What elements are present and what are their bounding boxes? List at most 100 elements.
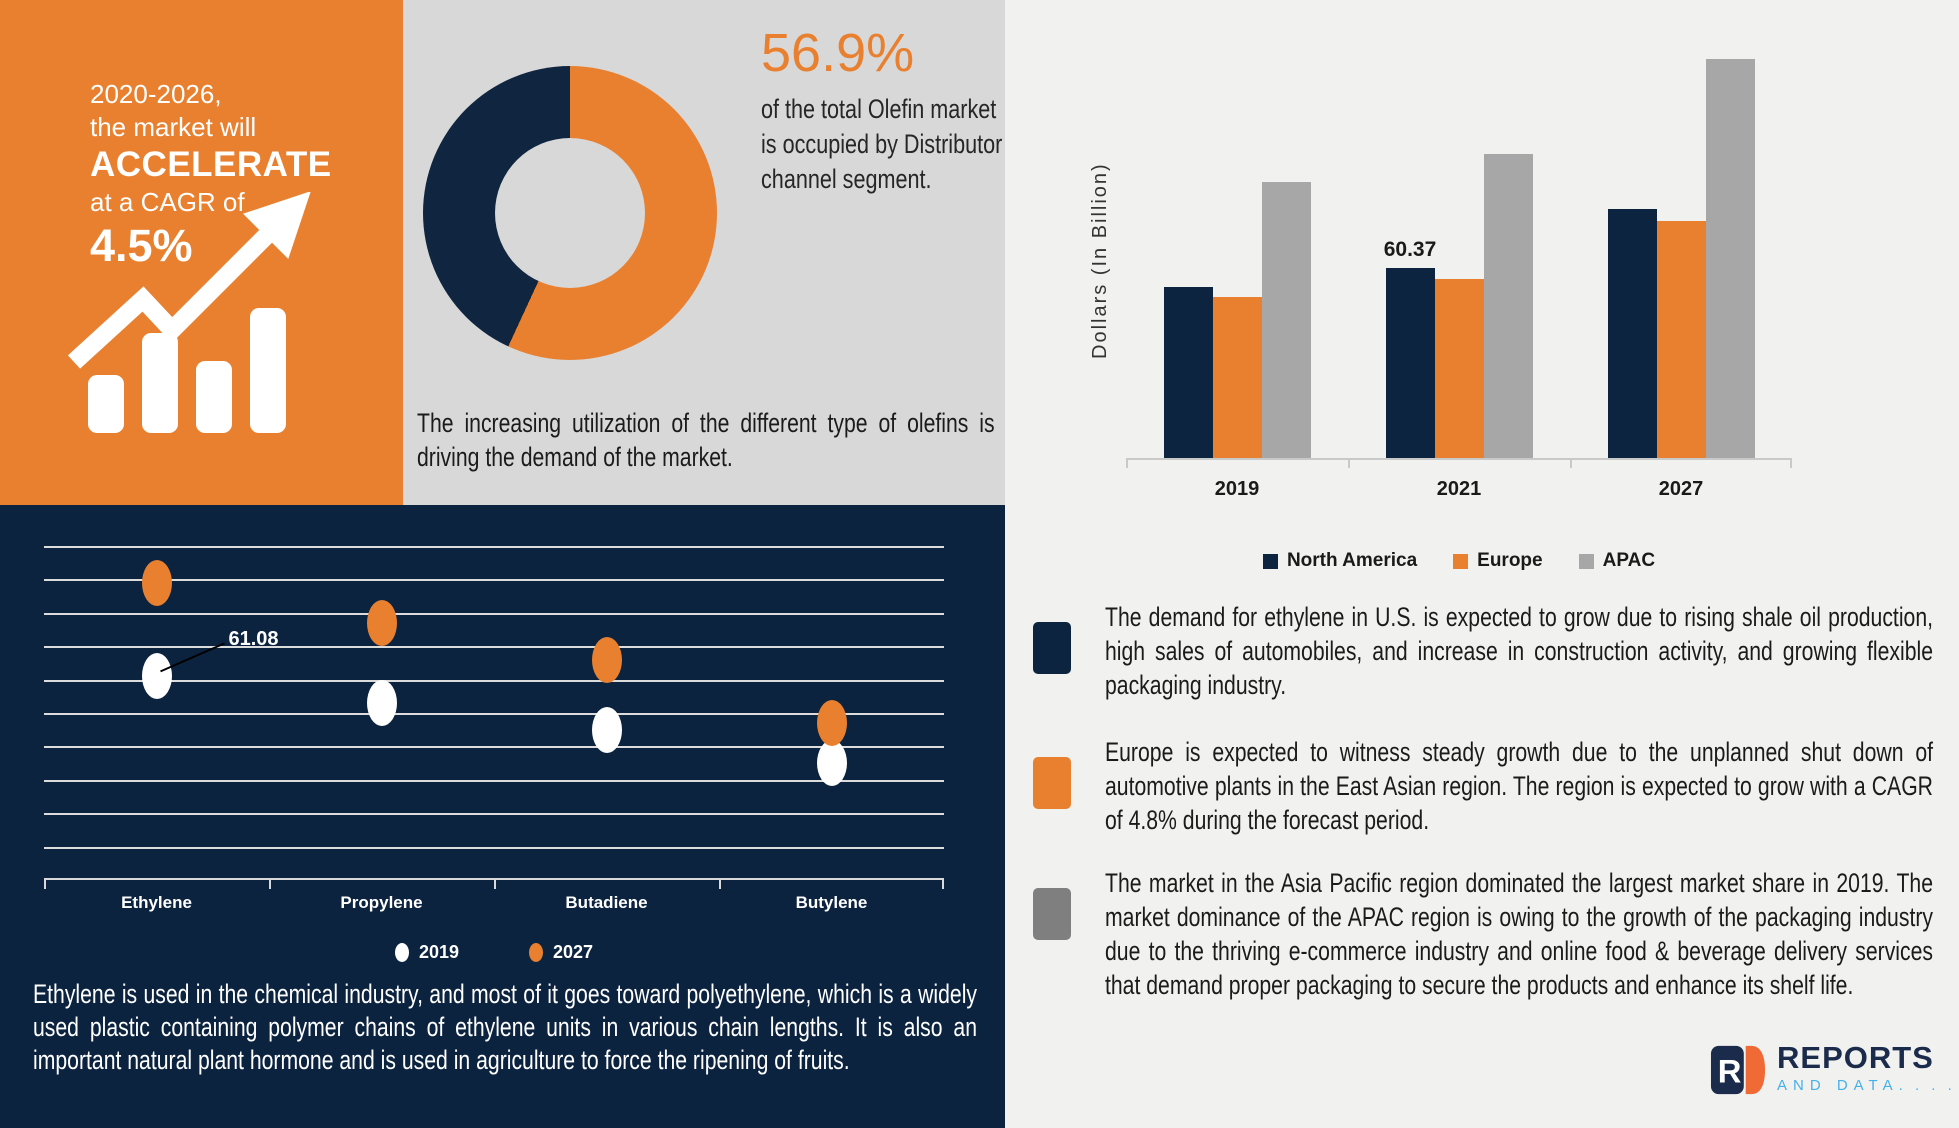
bar-axis-tick-1 [1348, 460, 1350, 468]
dot-2027-butadiene [591, 636, 622, 683]
stat-value: 56.9% [761, 23, 915, 83]
dot-2019-ethylene [141, 653, 172, 700]
cagr-value: 4.5% [90, 220, 193, 271]
cagr-line4: at a CAGR of [90, 187, 245, 217]
dot-plot-x-labels: Ethylene Propylene Butadiene Butylene [44, 893, 944, 913]
reports-and-data-logo: R REPORTS AND DATA. . . . [1709, 1042, 1956, 1098]
bar-apac-2021 [1483, 153, 1533, 458]
dotplot-axis-tick-1 [269, 880, 271, 889]
dot-legend-item-2027: 2027 [529, 942, 593, 963]
dot-legend-mark-2019 [394, 943, 409, 962]
dotplot-gridline-6 [44, 746, 944, 749]
dot-legend-label-2027: 2027 [553, 942, 594, 962]
dotplot-gridline-4 [44, 679, 944, 682]
growth-chart-icon [67, 192, 311, 433]
bar-chart-y-axis-label: Dollars (In Billion) [1089, 162, 1111, 360]
donut-caption: The increasing utilization of the differ… [417, 408, 995, 472]
bar-x-label-2021: 2021 [1436, 478, 1482, 500]
dot-2027-propylene [366, 599, 397, 646]
bar-north-america-2027 [1607, 209, 1657, 458]
dotplot-gridline-9 [44, 846, 944, 849]
logo-dots: . . . . [1898, 1077, 1956, 1094]
bar-europe-2021 [1434, 278, 1484, 458]
bar-north-america-2021 [1385, 267, 1435, 458]
insight-marker-north-america [1033, 622, 1071, 674]
insight-apac: The market in the Asia Pacific region do… [1033, 866, 1959, 1002]
dot-2027-ethylene [141, 559, 172, 606]
stat-text: of the total Olefin market is occupied b… [761, 94, 1003, 194]
legend-label-apac: APAC [1602, 550, 1656, 571]
insight-europe: Europe is expected to witness steady gro… [1033, 735, 1959, 837]
insight-marker-apac [1033, 888, 1071, 940]
legend-item-north-america: North America [1262, 550, 1418, 572]
legend-label-europe: Europe [1477, 550, 1543, 571]
dotplot-data-label: 61.08 [228, 628, 279, 651]
dot-x-label-butadiene: Butadiene [565, 893, 648, 912]
bar-axis-tick-2 [1570, 460, 1572, 468]
donut-panel: 56.9% of the total Olefin market is occu… [403, 0, 1005, 505]
dot-legend-mark-2027 [529, 943, 543, 962]
bar-europe-2027 [1656, 221, 1706, 458]
dotplot-axis-tick-2 [494, 880, 496, 889]
bar-apac-2027 [1705, 59, 1755, 458]
legend-mark-europe [1453, 553, 1469, 569]
dot-x-label-ethylene: Ethylene [121, 893, 192, 912]
logo-title: REPORTS [1777, 1040, 1934, 1075]
logo-text: REPORTS AND DATA. . . . [1777, 1040, 1956, 1095]
cagr-panel: 2020-2026, the market will ACCELERATE at… [0, 0, 403, 505]
legend-mark-north-america [1262, 553, 1278, 569]
insight-text-north-america: The demand for ethylene in U.S. is expec… [1105, 602, 1933, 700]
dotplot-gridline-0 [44, 546, 944, 548]
dot-2019-butylene [816, 740, 847, 787]
bar-x-label-2019: 2019 [1214, 478, 1260, 500]
logo-subtitle: AND DATA. . . . [1777, 1077, 1956, 1094]
bar-data-label: 60.37 [1383, 237, 1437, 261]
legend-item-apac: APAC [1578, 550, 1656, 572]
insight-marker-europe [1033, 757, 1071, 809]
dotplot-axis-tick-3 [719, 880, 721, 889]
bar-chart-x-labels: 2019 2021 2027 [1126, 478, 1792, 501]
dotplot-gridline-3 [44, 646, 944, 649]
regional-analysis-panel: Dollars (In Billion) 60.37 2019 2021 2027 … [1005, 0, 1959, 1128]
cagr-statement: 2020-2026, the market will ACCELERATE at… [90, 78, 332, 273]
cagr-line2: the market will [90, 112, 257, 142]
dot-2019-propylene [366, 680, 397, 726]
bar-chart-plot: 60.37 [1126, 50, 1792, 468]
dotplot-gridline-5 [44, 713, 944, 715]
dot-legend-item-2019: 2019 [394, 942, 459, 963]
dot-x-label-butylene: Butylene [795, 893, 868, 912]
insight-text-europe: Europe is expected to witness steady gro… [1105, 737, 1933, 835]
dot-legend-label-2019: 2019 [418, 942, 459, 962]
rd-logo-mark: R [1710, 1045, 1766, 1095]
ethylene-paragraph: Ethylene is used in the chemical industr… [33, 979, 977, 1075]
bar-x-label-2027: 2027 [1658, 478, 1704, 500]
legend-item-europe: Europe [1453, 550, 1543, 572]
insight-north-america: The demand for ethylene in U.S. is expec… [1033, 600, 1959, 702]
svg-text:R: R [1718, 1053, 1742, 1090]
dot-x-label-propylene: Propylene [340, 893, 423, 912]
bar-apac-2019 [1261, 182, 1311, 458]
distributor-share-stat: 56.9% of the total Olefin market is occu… [761, 22, 1011, 197]
cagr-emphasis: ACCELERATE [90, 145, 332, 184]
dotplot-gridline-7 [44, 779, 944, 782]
dot-2027-butylene [816, 700, 847, 746]
bar-europe-2019 [1212, 296, 1262, 458]
dot-plot-legend: 2019 2027 [44, 942, 944, 963]
insight-text-apac: The market in the Asia Pacific region do… [1105, 868, 1933, 1000]
donut-chart [423, 66, 717, 360]
product-dotplot-panel: 61.08 Ethylene Propylene Butadiene Butylene… [0, 505, 1005, 1128]
donut-hole [495, 138, 645, 288]
dot-plot: 61.08 [44, 546, 944, 889]
bar-axis-tick-3 [1790, 460, 1792, 468]
dotplot-gridline-2 [44, 612, 944, 615]
bar-chart-legend: North America Europe APAC [1126, 550, 1792, 572]
cagr-period: 2020-2026, [90, 79, 222, 109]
dot-2019-butadiene [591, 706, 622, 753]
bar-axis-tick-0 [1126, 460, 1128, 468]
dotplot-axis-tick-0 [44, 880, 46, 889]
bar-north-america-2019 [1163, 286, 1213, 458]
legend-label-north-america: North America [1286, 550, 1418, 571]
dotplot-gridline-8 [44, 813, 944, 816]
dotplot-gridline-1 [44, 579, 944, 582]
